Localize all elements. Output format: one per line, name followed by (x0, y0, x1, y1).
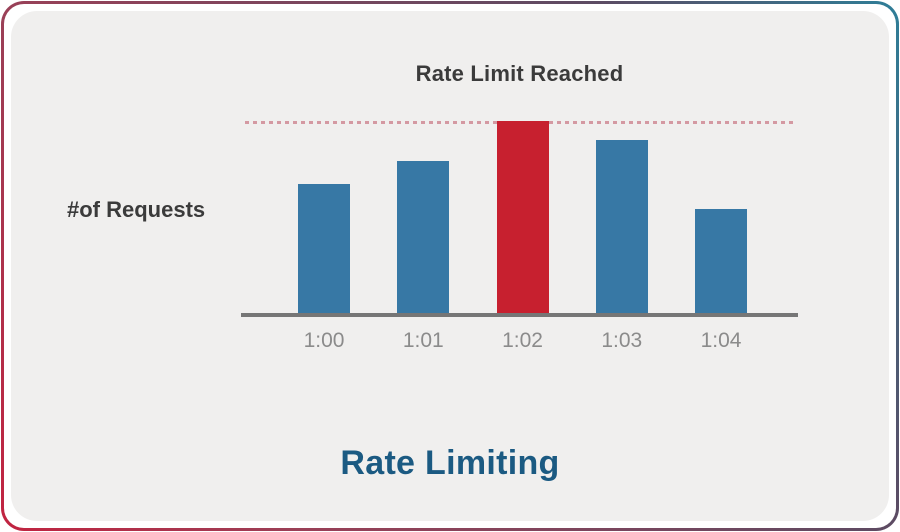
bar-1-01 (397, 161, 450, 313)
figure-caption: Rate Limiting (340, 444, 560, 482)
tick-label-1-04: 1:04 (700, 329, 742, 352)
bar-1-00 (298, 184, 350, 313)
bar-1-04 (695, 209, 747, 313)
tick-label-1-02: 1:02 (502, 329, 543, 352)
tick-label-1-03: 1:03 (601, 329, 643, 352)
y-axis-label: #of Requests (67, 197, 206, 222)
bars-container (242, 0, 797, 313)
x-axis-line (241, 313, 798, 317)
tick-label-1-01: 1:01 (402, 329, 444, 352)
bar-1-02 (496, 121, 549, 313)
bar-1-03 (595, 140, 648, 313)
chart-title: Rate Limit Reached (415, 61, 624, 86)
x-axis-tick-labels: 1:00 1:01 1:02 1:03 1:04 (242, 329, 797, 353)
tick-label-1-00: 1:00 (303, 329, 345, 352)
